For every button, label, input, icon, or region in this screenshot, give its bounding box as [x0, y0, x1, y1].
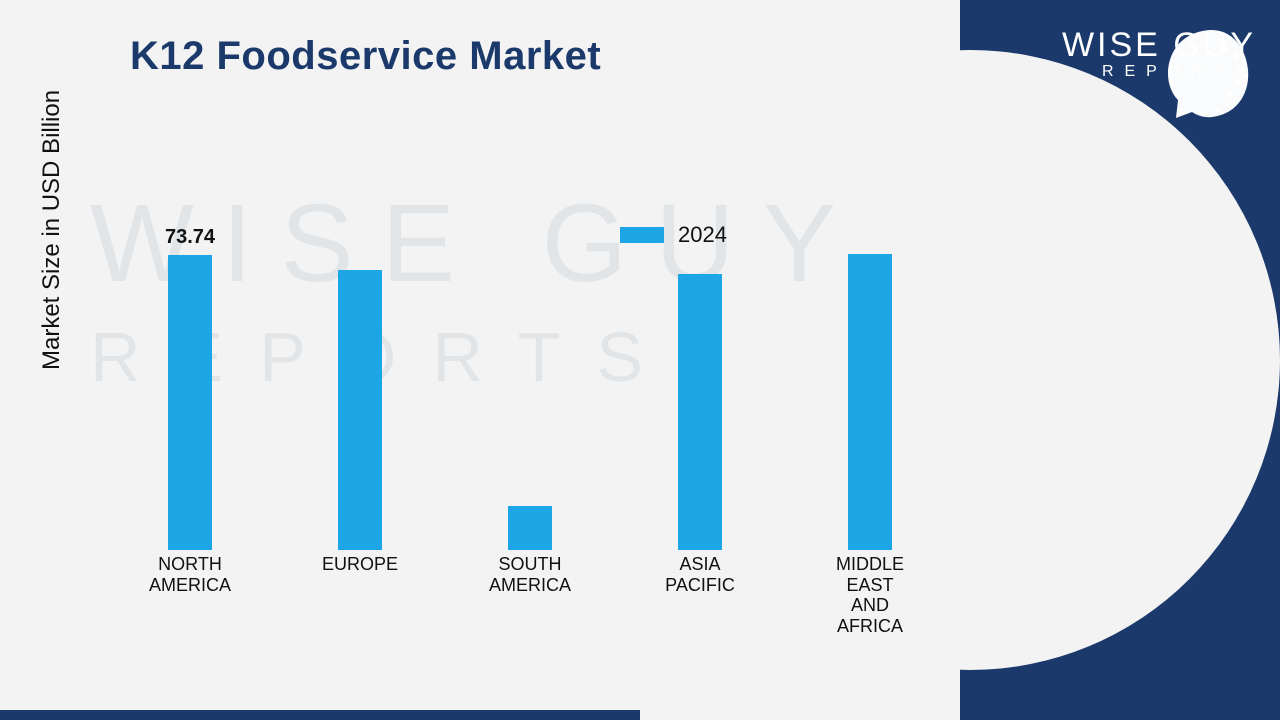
bottom-accent-strip [0, 710, 640, 720]
legend-label: 2024 [678, 222, 727, 248]
x-axis-label: ASIAPACIFIC [630, 554, 770, 595]
brand-word-wise: WISE [1062, 26, 1161, 64]
chart-title: K12 Foodservice Market [130, 34, 601, 79]
page: WISE GUY REPORTS K12 Foodservice Market … [0, 0, 1280, 720]
x-axis-label: MIDDLEEASTANDAFRICA [800, 554, 940, 637]
bar-group [640, 150, 760, 550]
bar [168, 255, 212, 550]
bar-value-label: 73.74 [165, 226, 215, 249]
bar-group: 73.74 [130, 150, 250, 550]
bar-group [470, 150, 590, 550]
bar-group [810, 150, 930, 550]
bar [338, 270, 382, 550]
legend: 2024 [620, 222, 727, 248]
bar [508, 506, 552, 550]
bar-chart: 73.74 NORTHAMERICA EUROPE SOUTHAMERICA ASIA… [120, 150, 940, 620]
brand-logo-text: WISE GUY REPORTS [1062, 26, 1256, 81]
brand-line2: REPORTS [1062, 63, 1256, 81]
y-axis-label: Market Size in USD Billion [38, 90, 66, 370]
bar [848, 254, 892, 550]
bar-group [300, 150, 420, 550]
x-axis-label: SOUTHAMERICA [460, 554, 600, 595]
plot-area: 73.74 [120, 150, 940, 550]
x-axis-label: EUROPE [290, 554, 430, 575]
x-axis-label: NORTHAMERICA [120, 554, 260, 595]
sidebar-panel [960, 0, 1280, 720]
brand-line1: WISE GUY [1062, 26, 1256, 65]
legend-swatch [620, 227, 664, 243]
bar [678, 274, 722, 550]
brand-word-guy: GUY [1173, 26, 1256, 64]
